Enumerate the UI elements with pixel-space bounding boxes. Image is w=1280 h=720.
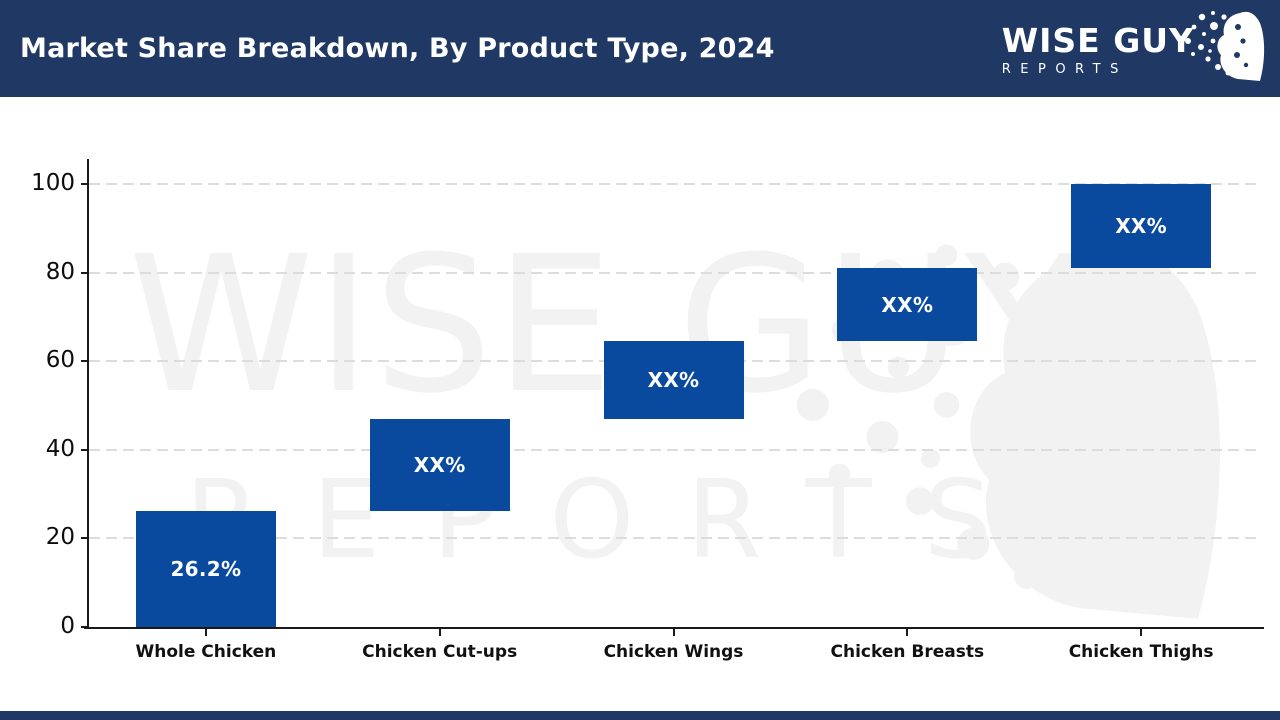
bar-chicken-cut-ups: XX% <box>369 418 510 511</box>
x-tick-mark <box>906 629 909 636</box>
page-title: Market Share Breakdown, By Product Type,… <box>20 33 775 64</box>
y-tick-label: 100 <box>31 170 75 197</box>
face-profile-dots-icon <box>1180 7 1266 91</box>
x-axis-line <box>84 627 1264 629</box>
bar-whole-chicken: 26.2% <box>135 510 276 627</box>
bar-value-label: XX% <box>881 292 934 317</box>
x-tick-mark <box>672 629 675 636</box>
y-tick-label: 0 <box>60 613 75 639</box>
x-tick-label: Whole Chicken <box>135 642 277 662</box>
y-tick-label: 40 <box>45 435 75 462</box>
bar-chicken-thighs: XX% <box>1071 184 1212 269</box>
gridline-20 <box>89 537 1258 540</box>
y-tick-mark <box>81 448 88 451</box>
x-tick-label: Chicken Wings <box>603 642 744 662</box>
gridline-100 <box>89 183 1258 186</box>
footer-band <box>0 711 1280 720</box>
bar-chicken-wings: XX% <box>603 341 744 419</box>
y-tick-mark <box>81 537 88 540</box>
chart-area: WISE GUY REPORTS 0 20 40 60 80 100 Whole <box>0 97 1280 711</box>
y-tick-mark <box>81 360 88 363</box>
brand-logo: WISE GUY REPORTS <box>1002 8 1266 90</box>
x-tick-mark <box>438 629 441 636</box>
brand-name: WISE GUY <box>1001 21 1194 60</box>
bar-value-label: XX% <box>413 452 466 477</box>
bar-value-label: XX% <box>1115 214 1167 239</box>
brand-subtitle: REPORTS <box>1001 62 1128 77</box>
watermark-face-icon <box>770 217 1230 661</box>
x-tick-label: Chicken Breasts <box>830 642 985 662</box>
x-tick-mark <box>204 629 207 636</box>
x-tick-mark <box>1140 629 1143 636</box>
y-tick-mark <box>81 183 88 186</box>
bar-value-label: 26.2% <box>170 556 242 581</box>
y-tick-mark <box>81 271 88 274</box>
watermark-text-sub: REPORTS <box>185 458 1045 583</box>
gridline-40 <box>89 448 1258 451</box>
y-tick-mark <box>81 626 88 628</box>
brand-logo-text: WISE GUY REPORTS <box>1002 21 1194 77</box>
y-tick-label: 20 <box>45 524 75 551</box>
y-axis-line <box>87 159 89 629</box>
gridline-80 <box>89 271 1258 274</box>
bar-chicken-breasts: XX% <box>837 268 978 342</box>
x-tick-label: Chicken Thighs <box>1068 642 1214 662</box>
y-tick-label: 80 <box>45 258 75 285</box>
x-tick-label: Chicken Cut-ups <box>362 642 518 662</box>
y-tick-label: 60 <box>45 347 75 374</box>
bar-value-label: XX% <box>647 368 700 393</box>
header-band: Market Share Breakdown, By Product Type,… <box>0 0 1280 97</box>
